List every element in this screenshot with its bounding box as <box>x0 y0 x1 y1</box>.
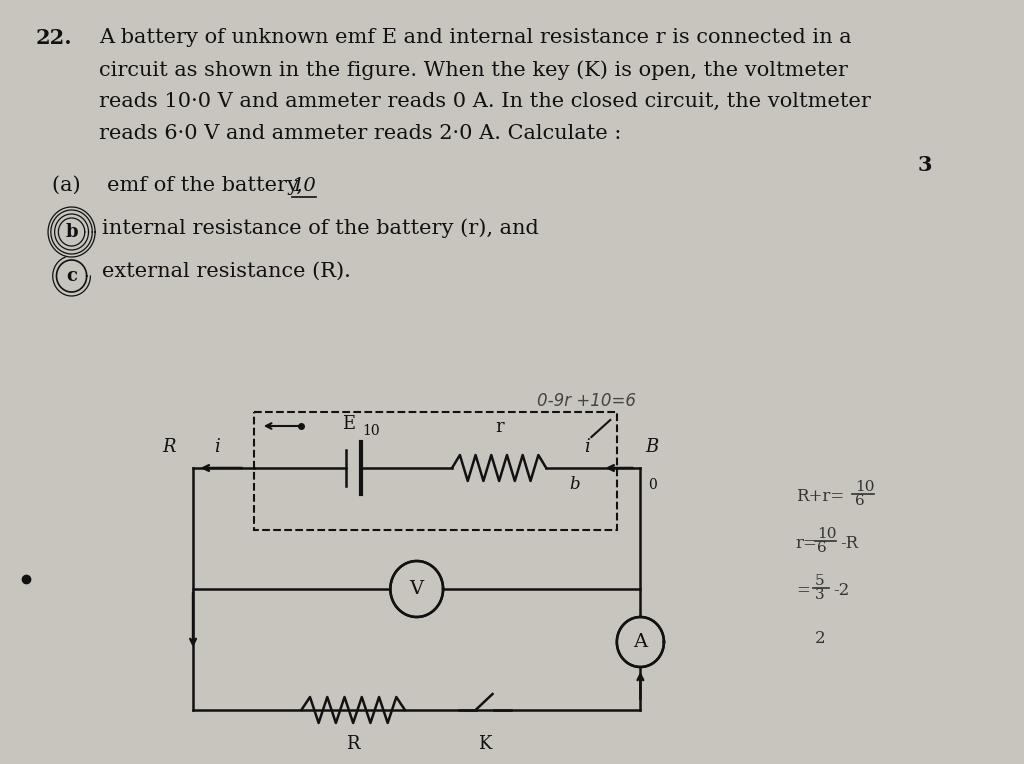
Text: =: = <box>796 582 810 599</box>
Text: r: r <box>495 418 504 436</box>
Text: K: K <box>478 735 492 753</box>
Text: 10: 10 <box>855 480 874 494</box>
Text: 6: 6 <box>817 541 827 555</box>
Text: 10: 10 <box>362 424 380 438</box>
Text: 3: 3 <box>815 588 824 602</box>
Text: 22.: 22. <box>36 28 73 48</box>
Text: R+r=: R+r= <box>796 488 844 505</box>
Text: A battery of unknown emf E and internal resistance r is connected in a: A battery of unknown emf E and internal … <box>99 28 852 47</box>
Text: -R: -R <box>840 535 858 552</box>
Text: circuit as shown in the figure. When the key (K) is open, the voltmeter: circuit as shown in the figure. When the… <box>99 60 848 79</box>
Text: B: B <box>645 438 658 456</box>
Text: A: A <box>633 633 647 651</box>
Polygon shape <box>390 561 443 617</box>
Text: (a)    emf of the battery,: (a) emf of the battery, <box>52 175 303 195</box>
Text: -2: -2 <box>834 582 850 599</box>
Text: E: E <box>342 415 355 433</box>
Text: 10: 10 <box>292 177 316 195</box>
Text: 0-9r +10=6: 0-9r +10=6 <box>537 392 636 410</box>
Text: reads 10·0 V and ammeter reads 0 A. In the closed circuit, the voltmeter: reads 10·0 V and ammeter reads 0 A. In t… <box>99 92 870 111</box>
Polygon shape <box>616 617 664 667</box>
Text: 3: 3 <box>918 155 932 175</box>
Text: internal resistance of the battery (r), and: internal resistance of the battery (r), … <box>101 218 539 238</box>
Text: r=: r= <box>796 535 817 552</box>
Text: i: i <box>214 438 219 456</box>
Text: V: V <box>410 580 424 598</box>
Text: 10: 10 <box>817 527 837 541</box>
Text: reads 6·0 V and ammeter reads 2·0 A. Calculate :: reads 6·0 V and ammeter reads 2·0 A. Cal… <box>99 124 622 143</box>
Text: 6: 6 <box>855 494 865 508</box>
Text: external resistance (R).: external resistance (R). <box>101 262 350 281</box>
Text: i: i <box>584 438 590 456</box>
Text: b: b <box>66 223 78 241</box>
Text: c: c <box>67 267 77 285</box>
Text: R: R <box>346 735 359 753</box>
Text: b: b <box>569 476 580 493</box>
Text: 5: 5 <box>815 574 824 588</box>
Text: R: R <box>163 438 176 456</box>
Text: 2: 2 <box>815 630 825 647</box>
Text: 0: 0 <box>648 478 656 492</box>
